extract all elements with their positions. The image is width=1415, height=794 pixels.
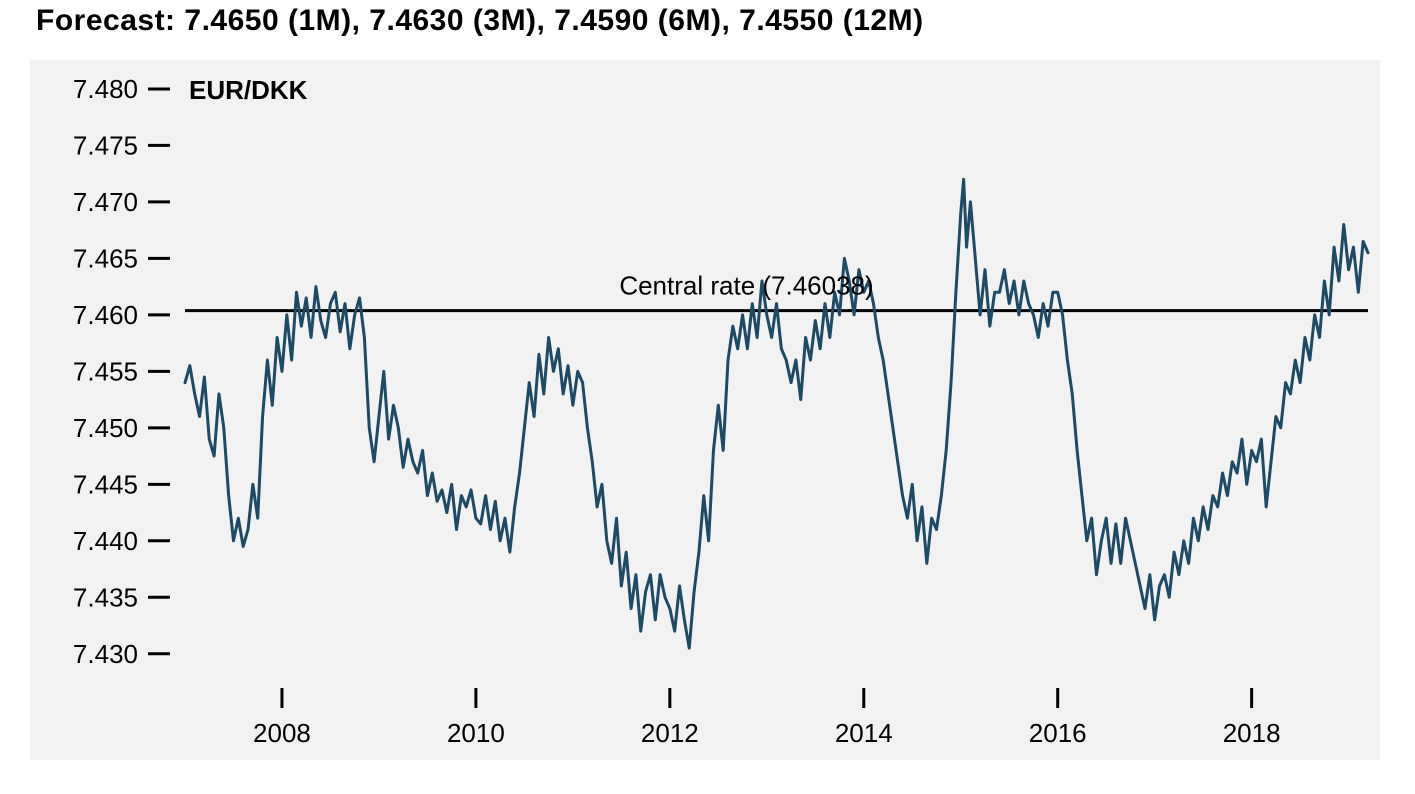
y-tick-label: 7.440: [73, 526, 138, 556]
x-tick-label: 2010: [447, 718, 505, 748]
forecast-title: Forecast: 7.4650 (1M), 7.4630 (3M), 7.45…: [36, 4, 1385, 38]
y-tick-label: 7.455: [73, 356, 138, 386]
y-tick-label: 7.450: [73, 413, 138, 443]
y-tick-label: 7.460: [73, 300, 138, 330]
series-label: EUR/DKK: [189, 75, 308, 105]
x-tick-label: 2012: [641, 718, 699, 748]
x-tick-label: 2014: [835, 718, 893, 748]
central-rate-label: Central rate (7.46038): [619, 271, 873, 301]
x-tick-label: 2016: [1029, 718, 1087, 748]
y-tick-label: 7.445: [73, 469, 138, 499]
y-tick-label: 7.465: [73, 243, 138, 273]
y-tick-label: 7.470: [73, 187, 138, 217]
y-tick-label: 7.430: [73, 639, 138, 669]
eurdkk-chart: 7.430 7.435 7.440 7.445 7.450 7.455 7.460 7.465…: [30, 60, 1380, 760]
y-tick-label: 7.475: [73, 130, 138, 160]
x-tick-label: 2018: [1223, 718, 1281, 748]
x-tick-label: 2008: [253, 718, 311, 748]
y-tick-label: 7.480: [73, 74, 138, 104]
y-tick-label: 7.435: [73, 582, 138, 612]
